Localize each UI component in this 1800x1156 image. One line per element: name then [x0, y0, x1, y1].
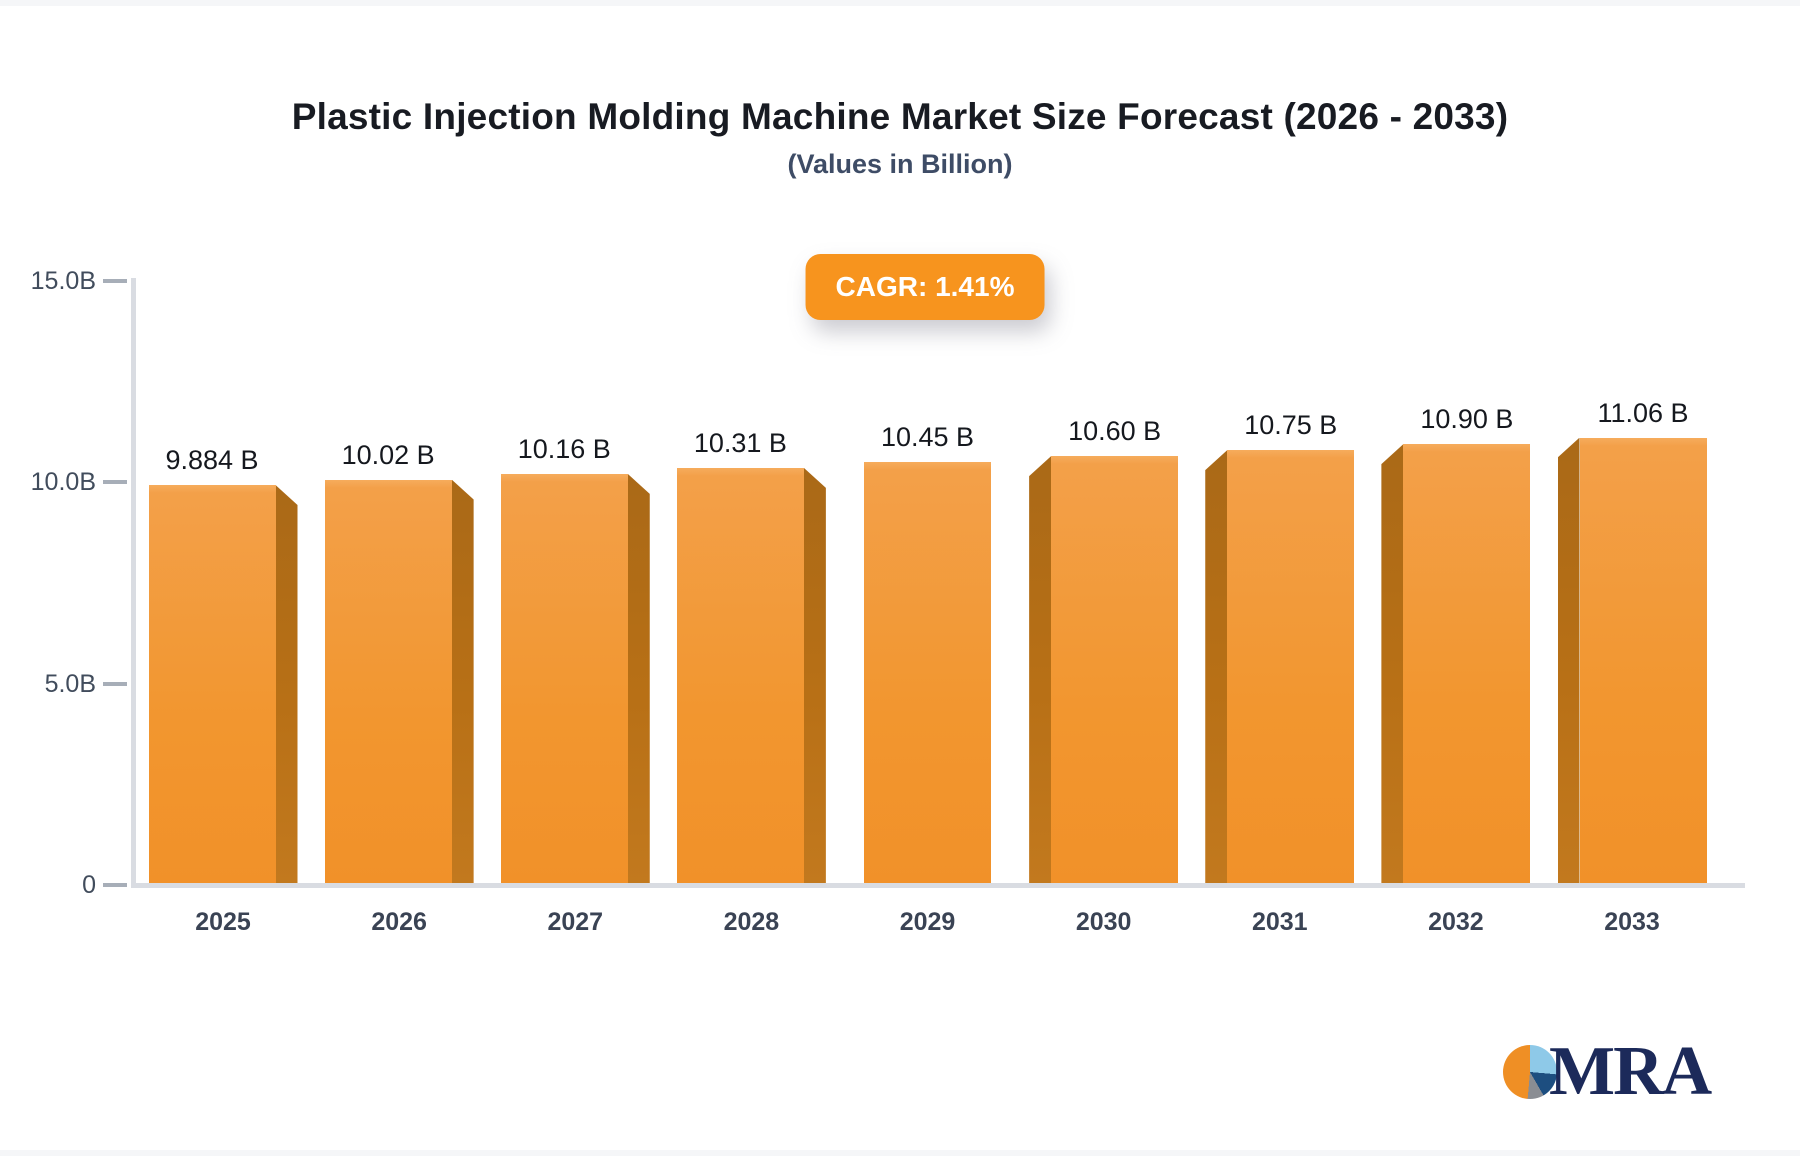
- x-tick-label-2030: 2030: [1075, 908, 1132, 936]
- bar-body: [1403, 444, 1531, 883]
- bar-3d-side: [275, 485, 298, 883]
- bar-3d-side: [1557, 437, 1580, 883]
- bar-2029: [864, 462, 991, 883]
- bar-body: [1579, 437, 1707, 883]
- bar-3d-side: [1381, 444, 1404, 883]
- y-tick-label: 0: [82, 871, 96, 899]
- bar-value-label: 9.884 B: [165, 445, 259, 475]
- bar-2031: [1205, 450, 1355, 883]
- y-tick-dash: [103, 279, 127, 283]
- x-tick-label-2027: 2027: [547, 908, 604, 936]
- bar-value-label: 10.75 B: [1244, 410, 1338, 441]
- bar-value-label: 10.02 B: [341, 439, 435, 470]
- image-border-top: [0, 0, 1800, 6]
- bar-3d-side: [1029, 456, 1052, 883]
- bar-body: [1227, 450, 1355, 883]
- y-tick-dash: [103, 681, 127, 686]
- y-tick-dash: [103, 883, 127, 887]
- x-tick-label-2032: 2032: [1428, 908, 1484, 936]
- bar-value-label: 11.06 B: [1597, 397, 1689, 428]
- chart-title: Plastic Injection Molding Machine Market…: [291, 96, 1509, 137]
- bar-3d-side: [1205, 450, 1228, 883]
- y-axis-line: [131, 278, 136, 888]
- cagr-badge: CAGR: 1.41%: [805, 254, 1045, 320]
- bar-2033: [1557, 437, 1707, 883]
- bar-body: [324, 479, 452, 883]
- bar-2028: [676, 467, 826, 883]
- bar-2025: [148, 485, 298, 883]
- bar-3d-side: [627, 473, 650, 883]
- bar-2030: [1029, 456, 1179, 883]
- y-tick-label: 10.0B: [30, 468, 96, 497]
- bar-value-label: 10.60 B: [1068, 416, 1162, 447]
- x-tick-label-2033: 2033: [1604, 908, 1660, 936]
- x-tick-label-2029: 2029: [899, 908, 956, 936]
- bar-2032: [1381, 444, 1531, 883]
- x-tick-label-2028: 2028: [723, 908, 780, 936]
- bar-value-label: 10.45 B: [880, 422, 975, 453]
- x-axis-line: [131, 883, 1745, 888]
- bar-body: [676, 467, 804, 883]
- bar-body: [148, 485, 276, 883]
- pie-chart-logo-icon: [1503, 1045, 1557, 1099]
- bar-body: [864, 462, 991, 883]
- y-tick-label: 15.0B: [30, 267, 96, 295]
- y-tick-label: 5.0B: [44, 669, 96, 698]
- bar-2027: [500, 473, 650, 883]
- mra-logo: MRA: [1503, 1033, 1712, 1110]
- x-tick-label-2026: 2026: [371, 908, 427, 936]
- bar-3d-side: [451, 479, 474, 883]
- logo-text: MRA: [1549, 1033, 1712, 1110]
- image-border-bottom: [0, 1150, 1800, 1156]
- bar-3d-side: [803, 467, 826, 883]
- bar-value-label: 10.16 B: [517, 433, 611, 464]
- x-tick-label-2031: 2031: [1251, 908, 1308, 936]
- chart-subtitle: (Values in Billion): [787, 149, 1013, 179]
- x-tick-label-2025: 2025: [195, 908, 251, 936]
- bar-body: [1051, 456, 1179, 883]
- y-tick-dash: [103, 480, 127, 485]
- bar-value-label: 10.90 B: [1420, 404, 1514, 435]
- bar-2026: [324, 479, 474, 883]
- bar-value-label: 10.31 B: [693, 427, 787, 458]
- bar-body: [500, 473, 628, 883]
